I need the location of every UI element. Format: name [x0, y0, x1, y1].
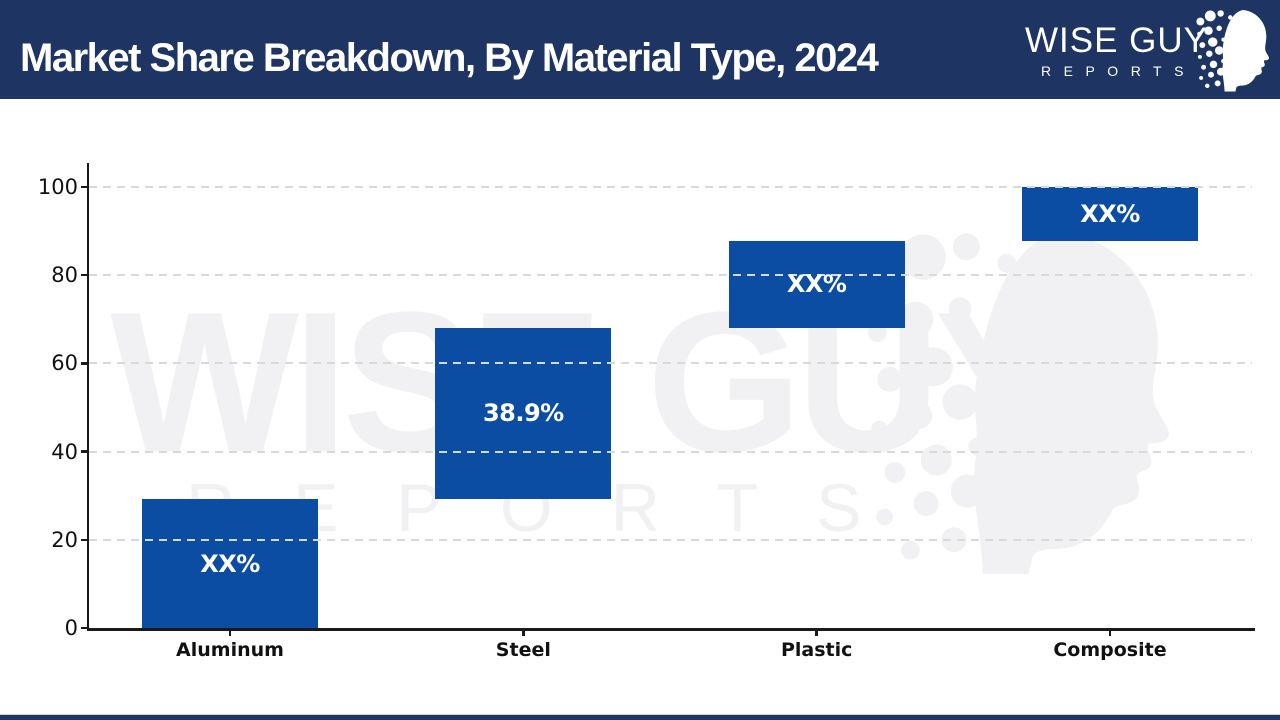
- x-tick-mark: [228, 628, 232, 636]
- header: Market Share Breakdown, By Material Type…: [0, 0, 1280, 99]
- x-tick-mark: [1108, 628, 1112, 636]
- y-tick-mark: [81, 274, 89, 277]
- x-tick-mark: [522, 628, 525, 636]
- logo-wordmark: WISE GUY: [1024, 21, 1208, 60]
- logo-text: WISE GUY REPORTS: [1025, 21, 1208, 79]
- x-axis-line: [86, 628, 1255, 631]
- y-tick-mark: [81, 185, 89, 189]
- y-tick-label-80: 80: [51, 263, 78, 288]
- y-tick-label-20: 20: [51, 527, 78, 552]
- footer-hairline: [0, 714, 1280, 715]
- bar-value-label: XX%: [786, 270, 847, 299]
- grid-line-80: [89, 274, 1252, 277]
- y-tick-label-100: 100: [37, 175, 78, 199]
- page-title: Market Share Breakdown, By Material Type…: [20, 36, 879, 80]
- y-tick-mark: [81, 450, 89, 453]
- bar-steel: [435, 327, 612, 500]
- bar-value-label: XX%: [200, 549, 260, 578]
- grid-line-20: [89, 538, 1252, 541]
- grid-line-100: [89, 185, 1252, 189]
- bar-value-label: XX%: [1080, 200, 1140, 229]
- x-tick-mark: [815, 628, 818, 636]
- x-tick-label-plastic: Plastic: [780, 639, 853, 661]
- logo-subtext: REPORTS: [1041, 63, 1196, 79]
- bar-composite: [1021, 187, 1198, 242]
- y-tick-label-40: 40: [51, 439, 78, 464]
- y-tick-label-0: 0: [64, 616, 78, 640]
- footer-bar: [0, 715, 1280, 720]
- y-axis-line: [86, 163, 89, 631]
- y-tick-label-60: 60: [51, 351, 78, 376]
- x-tick-label-composite: Composite: [1053, 639, 1167, 661]
- y-tick-mark: [81, 362, 89, 365]
- y-tick-mark: [81, 626, 89, 630]
- grid-line-40: [89, 450, 1252, 453]
- x-tick-label-steel: Steel: [495, 639, 551, 661]
- bar-value-label: 38.9%: [482, 399, 564, 428]
- logo: WISE GUY REPORTS: [1025, 6, 1270, 94]
- grid-line-60: [89, 362, 1252, 365]
- x-tick-label-aluminum: Aluminum: [176, 639, 284, 661]
- y-tick-mark: [81, 538, 89, 541]
- bar-aluminum: [142, 499, 318, 628]
